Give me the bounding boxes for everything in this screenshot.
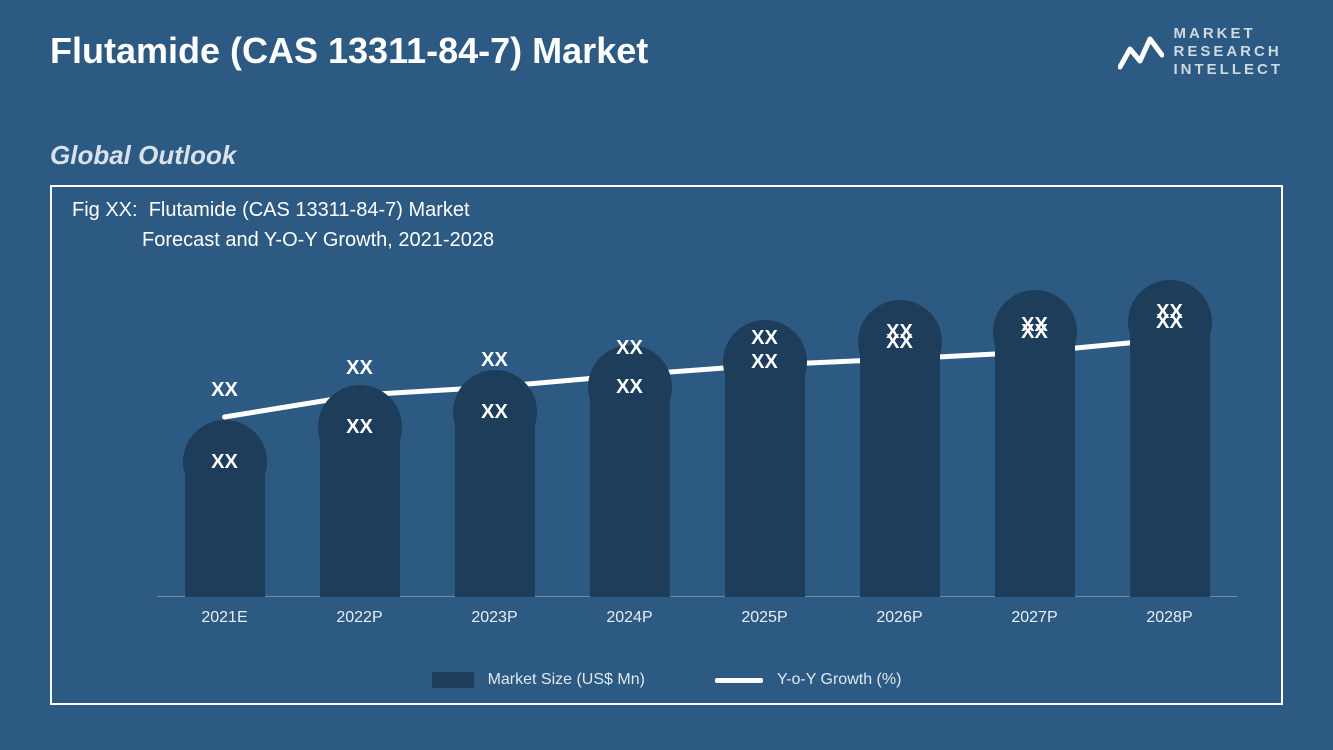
logo-text-line3: INTELLECT (1174, 61, 1284, 79)
chart-x-axis-label: 2025P (699, 609, 831, 627)
chart-x-axis-label: 2026P (834, 609, 966, 627)
chart-legend: Market Size (US$ Mn) Y-o-Y Growth (%) (52, 671, 1281, 689)
legend-item-line: Y-o-Y Growth (%) (715, 671, 901, 689)
logo-mark-icon (1118, 29, 1164, 75)
logo-text-line2: RESEARCH (1174, 43, 1284, 61)
figure-caption-text1: Flutamide (CAS 13311-84-7) Market (149, 199, 470, 221)
section-subtitle: Global Outlook (50, 140, 236, 171)
chart-line-value-label: XX (1140, 301, 1200, 324)
page-title: Flutamide (CAS 13311-84-7) Market (50, 30, 648, 72)
chart-frame: Fig XX: Flutamide (CAS 13311-84-7) Marke… (50, 185, 1283, 705)
chart-x-axis-label: 2024P (564, 609, 696, 627)
logo-text: MARKET RESEARCH INTELLECT (1174, 25, 1284, 79)
chart-x-axis-label: 2028P (1104, 609, 1236, 627)
chart-line-value-label: XX (330, 357, 390, 380)
figure-prefix: Fig XX: (72, 199, 138, 221)
legend-item-bar: Market Size (US$ Mn) (432, 671, 645, 689)
chart-line-value-label: XX (195, 379, 255, 402)
line-swatch-icon (715, 678, 763, 683)
legend-line-label: Y-o-Y Growth (%) (777, 671, 901, 689)
legend-bar-label: Market Size (US$ Mn) (488, 671, 645, 689)
brand-logo: MARKET RESEARCH INTELLECT (1118, 25, 1284, 79)
figure-caption-line1: Fig XX: Flutamide (CAS 13311-84-7) Marke… (72, 199, 470, 222)
chart-bar-cap: XX (318, 385, 402, 469)
figure-caption-line2: Forecast and Y-O-Y Growth, 2021-2028 (142, 229, 494, 252)
chart-x-axis-label: 2021E (159, 609, 291, 627)
chart-line-value-label: XX (600, 337, 660, 360)
chart-bar-cap: XX (183, 420, 267, 504)
chart-x-axis-label: 2023P (429, 609, 561, 627)
chart-x-axis-label: 2027P (969, 609, 1101, 627)
logo-text-line1: MARKET (1174, 25, 1284, 43)
bar-swatch-icon (432, 672, 474, 688)
chart-line-value-label: XX (870, 321, 930, 344)
chart-x-axis-label: 2022P (294, 609, 426, 627)
chart-line-value-label: XX (735, 327, 795, 350)
chart-line-value-label: XX (465, 349, 525, 372)
chart-bar-cap: XX (453, 370, 537, 454)
chart-plot-area: XXXX2021EXXXX2022PXXXX2023PXXXX2024PXXXX… (167, 267, 1227, 597)
chart-line-value-label: XX (1005, 314, 1065, 337)
